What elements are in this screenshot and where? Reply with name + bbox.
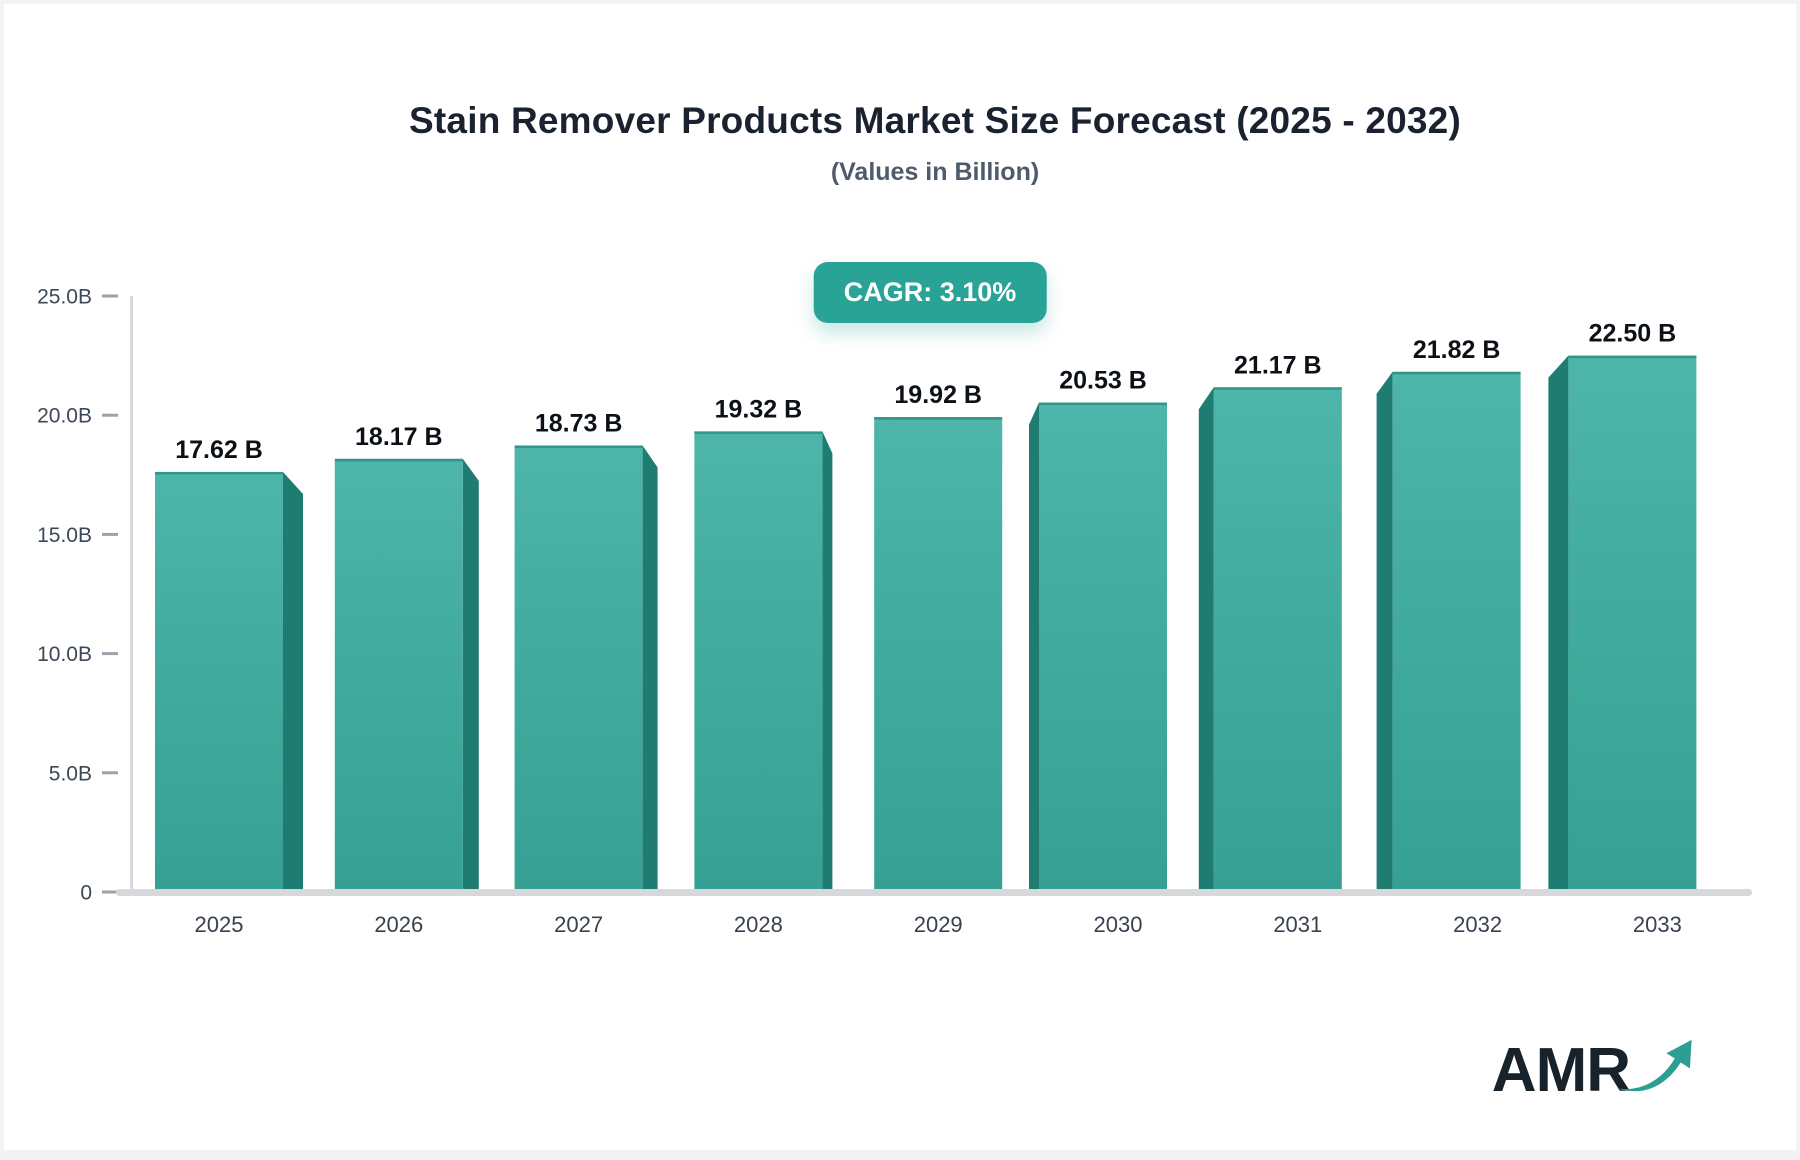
y-tick-label: 0 <box>80 882 92 905</box>
bar-front-face <box>514 445 643 892</box>
bar-side-face <box>283 471 303 892</box>
bar-top-edge <box>874 417 1003 420</box>
y-tick-mark <box>102 413 118 417</box>
bar-2025: 17.62 B 2025 <box>155 436 303 937</box>
bar-side-face <box>1548 355 1569 893</box>
bar-top-edge <box>334 458 463 462</box>
bar-top-edge <box>1039 402 1167 406</box>
amr-logo: AMR <box>1491 1024 1700 1106</box>
y-axis-line <box>130 296 133 892</box>
bar-2028: 19.32 B 2028 <box>694 395 833 937</box>
x-axis-label: 2029 <box>914 912 963 937</box>
bar-value-label: 20.53 B <box>1059 367 1147 395</box>
bar-2031: 21.17 B 2031 <box>1198 351 1342 937</box>
bar-front-face <box>874 417 1003 892</box>
bar-2030: 20.53 B 2030 <box>1029 367 1167 937</box>
bar-side-face <box>462 458 479 892</box>
bar-top-edge <box>1213 387 1342 390</box>
bar-value-label: 19.92 B <box>894 381 982 409</box>
amr-logo-text: AMR <box>1491 1036 1631 1106</box>
bar-front-face <box>1039 402 1167 892</box>
y-tick-mark <box>102 532 118 536</box>
x-axis-label: 2030 <box>1094 912 1143 937</box>
y-tick-label: 10.0B <box>37 643 92 666</box>
bar-front-face <box>694 431 823 892</box>
bar-top-edge <box>694 431 823 434</box>
bar-value-label: 17.62 B <box>175 436 263 464</box>
bar-side-face <box>1376 371 1393 893</box>
bar-value-label: 19.32 B <box>715 395 803 423</box>
bar-2026: 18.17 B 2026 <box>334 423 479 937</box>
x-axis-label: 2027 <box>554 912 603 937</box>
bar-front-face <box>334 458 463 892</box>
x-axis-label: 2026 <box>374 912 423 937</box>
bar-value-label: 21.82 B <box>1413 336 1501 364</box>
y-tick-label: 20.0B <box>37 405 92 428</box>
x-axis-label: 2031 <box>1273 912 1322 937</box>
y-tick-mark <box>102 890 118 894</box>
chart-subtitle: (Values in Billion) <box>830 158 1040 186</box>
bar-value-label: 22.50 B <box>1589 320 1677 348</box>
bar-side-face <box>1198 387 1214 892</box>
bar-chart: 0 5.0B 10.0B 15.0B 20.0B 25.0B 17.62 B 2025 18.1… <box>37 286 1752 937</box>
y-tick-label: 25.0B <box>37 286 92 309</box>
y-tick-mark <box>102 771 118 775</box>
bar-front-face <box>1568 355 1697 893</box>
bar-value-label: 21.17 B <box>1234 351 1322 379</box>
bar-value-label: 18.17 B <box>355 423 443 451</box>
x-axis-label: 2028 <box>734 912 783 937</box>
x-axis-baseline <box>116 889 1752 896</box>
chart-card: Stain Remover Products Market Size Forec… <box>4 4 1796 1150</box>
x-axis-label: 2032 <box>1453 912 1502 937</box>
bar-side-face <box>642 445 658 892</box>
bar-top-edge <box>155 471 283 475</box>
x-axis-label: 2033 <box>1633 912 1682 937</box>
bar-side-face <box>1029 402 1039 892</box>
bar-value-label: 18.73 B <box>535 409 623 437</box>
y-tick-mark <box>102 652 118 656</box>
bar-top-edge <box>1568 355 1697 359</box>
x-axis-label: 2025 <box>195 912 244 937</box>
chart-title: Stain Remover Products Market Size Forec… <box>409 100 1461 141</box>
bar-top-edge <box>514 445 643 448</box>
y-tick-label: 15.0B <box>37 524 92 547</box>
bar-2027: 18.73 B 2027 <box>514 409 658 937</box>
bar-2029: 19.92 B 2029 <box>874 381 1003 937</box>
y-tick-label: 5.0B <box>49 762 92 785</box>
bar-side-face <box>822 431 833 892</box>
bar-2032: 21.82 B 2032 <box>1376 336 1521 937</box>
bar-front-face <box>1392 371 1521 893</box>
chart-header: Stain Remover Products Market Size Forec… <box>134 4 1736 187</box>
bar-top-edge <box>1392 371 1521 375</box>
trend-up-arrow-icon <box>1617 1039 1692 1092</box>
bar-front-face <box>1213 387 1342 892</box>
cagr-badge: CAGR: 3.10% <box>813 262 1047 323</box>
bar-front-face <box>155 471 283 892</box>
y-tick-mark <box>102 294 118 298</box>
bar-2033: 22.50 B 2033 <box>1548 320 1697 937</box>
